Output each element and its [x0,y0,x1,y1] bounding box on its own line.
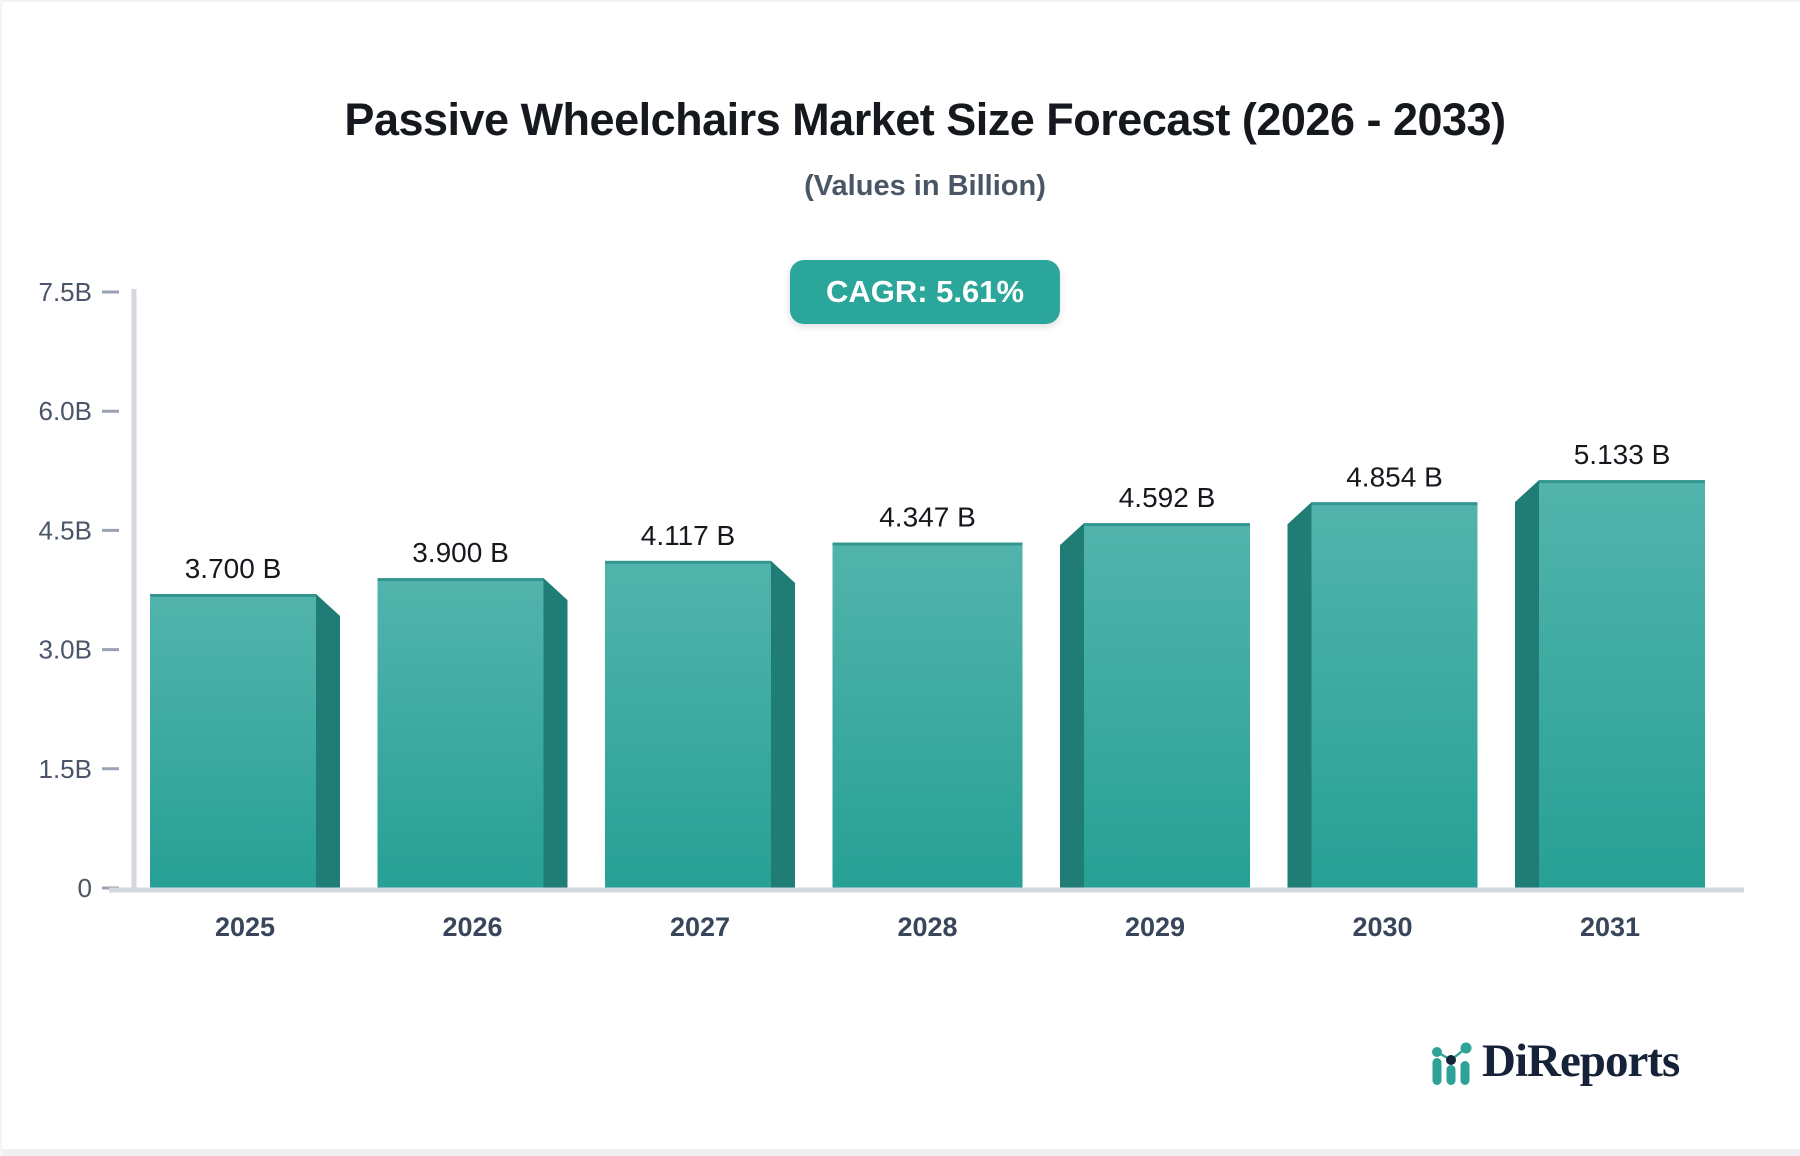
bar-2028: 4.347 B 2028 [832,502,1023,942]
bar-value-label: 4.347 B [879,502,976,533]
bar-front-face [832,542,1023,888]
bar-value-label: 3.700 B [185,553,282,584]
bar-front-face [150,593,316,888]
mini-bar-chart-icon [1432,1042,1472,1085]
bar-side-face [1060,523,1084,888]
bar-value-label: 5.133 B [1574,439,1671,470]
x-axis-label: 2026 [442,912,502,942]
bar-front-face [1084,523,1250,888]
bar-side-face [543,578,568,888]
x-axis-label: 2027 [670,912,730,942]
y-axis-label: 7.5B [39,277,93,307]
bar-2029: 4.592 B 2029 [1060,482,1250,942]
y-axis-label: 0 [78,873,92,903]
bar-value-label: 4.854 B [1346,461,1443,492]
bar-2031: 5.133 B 2031 [1515,439,1705,942]
cagr-badge: CAGR: 5.61% [789,260,1061,324]
y-axis-label: 6.0B [39,396,93,426]
x-axis-label: 2031 [1580,912,1640,942]
chart-title: Passive Wheelchairs Market Size Forecast… [344,94,1506,145]
bar-front-face [1539,480,1705,888]
bar-2025: 3.700 B 2025 [150,553,340,942]
y-axis-label: 4.5B [39,515,93,545]
brand-name: DiReports [1482,1035,1680,1087]
x-axis-label: 2028 [897,912,957,942]
chart-subtitle: (Values in Billion) [804,170,1046,202]
x-axis-label: 2025 [215,912,275,942]
x-axis-label: 2030 [1352,912,1412,942]
bar-side-face [1287,502,1312,888]
bar-front-face [1311,502,1478,888]
bar-2027: 4.117 B 2027 [605,520,795,942]
bar-front-face [377,578,544,888]
bar-side-face [1515,480,1539,888]
brand-logo: DiReports [1430,1035,1680,1087]
bar-value-label: 4.592 B [1119,482,1216,513]
bar-front-face [605,560,771,888]
y-axis-label: 1.5B [39,754,93,784]
y-axis-label: 3.0B [39,635,93,665]
bar-side-face [771,560,795,888]
bar-2030: 4.854 B 2030 [1287,461,1478,942]
bar-value-label: 4.117 B [641,520,735,551]
bottom-strip [2,1149,1800,1156]
bar-2026: 3.900 B 2026 [377,537,568,942]
bar-side-face [316,593,340,888]
x-axis-label: 2029 [1125,912,1185,942]
bar-value-label: 3.900 B [412,537,509,568]
